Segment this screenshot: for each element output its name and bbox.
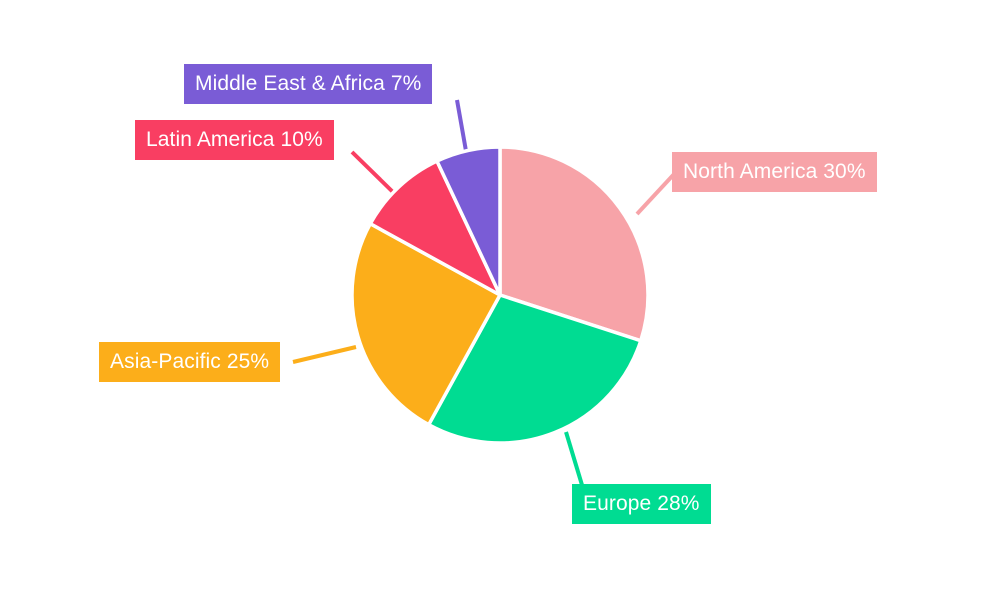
slice-label-asia-pacific: Asia-Pacific 25% — [99, 342, 281, 382]
leader-line-europe — [564, 431, 584, 486]
pie-slice-middle-east-africa — [435, 145, 502, 297]
leader-line-asia-pacific — [292, 345, 357, 364]
leader-line-latin-america — [350, 150, 400, 199]
pie-slice-north-america — [498, 145, 650, 343]
pie-slice-latin-america — [368, 159, 502, 297]
pie-slices — [350, 145, 650, 445]
slice-label-europe: Europe 28% — [572, 484, 711, 524]
pie-slice-europe — [426, 293, 643, 445]
slice-label-latin-america: Latin America 10% — [135, 120, 334, 160]
leader-line-north-america — [635, 170, 678, 216]
slice-label-middle-east-africa: Middle East & Africa 7% — [184, 64, 433, 104]
slice-label-north-america: North America 30% — [672, 152, 877, 192]
pie-slice-asia-pacific — [350, 221, 502, 427]
